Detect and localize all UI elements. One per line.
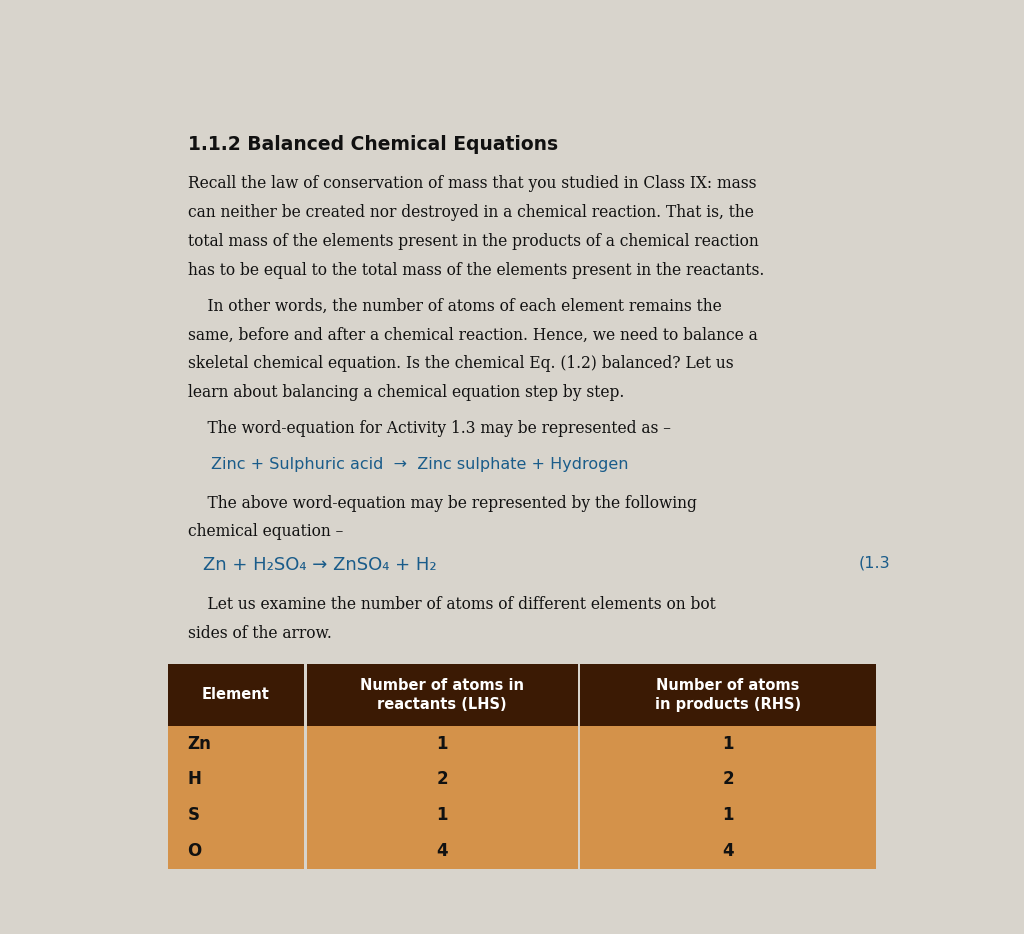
- Text: can neither be created nor destroyed in a chemical reaction. That is, the: can neither be created nor destroyed in …: [187, 205, 754, 221]
- Text: Let us examine the number of atoms of different elements on bot: Let us examine the number of atoms of di…: [187, 596, 716, 613]
- Text: 1: 1: [436, 806, 449, 825]
- Text: Zn: Zn: [187, 734, 211, 753]
- Text: In other words, the number of atoms of each element remains the: In other words, the number of atoms of e…: [187, 298, 721, 315]
- Text: S: S: [187, 806, 200, 825]
- Text: 1: 1: [722, 734, 734, 753]
- Text: Zn + H₂SO₄ → ZnSO₄ + H₂: Zn + H₂SO₄ → ZnSO₄ + H₂: [204, 556, 437, 573]
- FancyBboxPatch shape: [581, 664, 876, 726]
- Text: Number of atoms in: Number of atoms in: [360, 678, 524, 693]
- Text: skeletal chemical equation. Is the chemical Eq. (1.2) balanced? Let us: skeletal chemical equation. Is the chemi…: [187, 355, 733, 372]
- Text: Number of atoms: Number of atoms: [656, 678, 800, 693]
- Text: (1.3: (1.3: [858, 556, 890, 571]
- Text: 1.1.2 Balanced Chemical Equations: 1.1.2 Balanced Chemical Equations: [187, 135, 558, 154]
- Text: Recall the law of conservation of mass that you studied in Class IX: mass: Recall the law of conservation of mass t…: [187, 176, 756, 192]
- FancyBboxPatch shape: [306, 726, 578, 870]
- FancyBboxPatch shape: [306, 664, 578, 726]
- Text: The word-equation for Activity 1.3 may be represented as –: The word-equation for Activity 1.3 may b…: [187, 420, 671, 437]
- Text: total mass of the elements present in the products of a chemical reaction: total mass of the elements present in th…: [187, 233, 758, 250]
- Text: same, before and after a chemical reaction. Hence, we need to balance a: same, before and after a chemical reacti…: [187, 326, 758, 344]
- Text: 1: 1: [722, 806, 734, 825]
- FancyBboxPatch shape: [168, 664, 304, 726]
- FancyBboxPatch shape: [581, 726, 876, 870]
- Text: The above word-equation may be represented by the following: The above word-equation may be represent…: [187, 495, 696, 512]
- Text: in products (RHS): in products (RHS): [655, 697, 801, 712]
- Text: 4: 4: [722, 842, 734, 860]
- FancyBboxPatch shape: [168, 726, 304, 870]
- Text: 1: 1: [436, 734, 449, 753]
- Text: O: O: [187, 842, 202, 860]
- Text: learn about balancing a chemical equation step by step.: learn about balancing a chemical equatio…: [187, 384, 624, 401]
- Text: reactants (LHS): reactants (LHS): [378, 697, 507, 712]
- Text: Element: Element: [202, 687, 270, 702]
- Text: Zinc + Sulphuric acid  →  Zinc sulphate + Hydrogen: Zinc + Sulphuric acid → Zinc sulphate + …: [211, 458, 629, 473]
- Text: sides of the arrow.: sides of the arrow.: [187, 625, 332, 642]
- Text: chemical equation –: chemical equation –: [187, 523, 343, 541]
- Text: 2: 2: [436, 771, 449, 788]
- Text: 2: 2: [722, 771, 734, 788]
- Text: 4: 4: [436, 842, 449, 860]
- Text: H: H: [187, 771, 202, 788]
- Text: has to be equal to the total mass of the elements present in the reactants.: has to be equal to the total mass of the…: [187, 262, 764, 278]
